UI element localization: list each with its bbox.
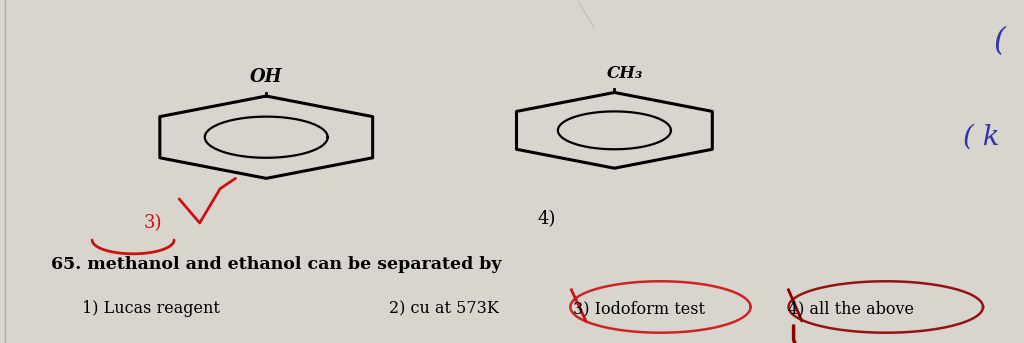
Text: 3) Iodoform test: 3) Iodoform test xyxy=(573,300,706,317)
Text: 4): 4) xyxy=(538,211,556,228)
Text: CH₃: CH₃ xyxy=(606,65,643,82)
Text: 3): 3) xyxy=(143,214,162,232)
Text: OH: OH xyxy=(250,68,283,86)
Text: 1) Lucas reagent: 1) Lucas reagent xyxy=(82,300,220,317)
Text: (: ( xyxy=(993,26,1006,57)
Text: ( k: ( k xyxy=(963,124,999,151)
Text: 65. methanol and ethanol can be separated by: 65. methanol and ethanol can be separate… xyxy=(51,256,502,273)
Text: 4) all the above: 4) all the above xyxy=(788,300,914,317)
Text: 2) cu at 573K: 2) cu at 573K xyxy=(389,300,499,317)
